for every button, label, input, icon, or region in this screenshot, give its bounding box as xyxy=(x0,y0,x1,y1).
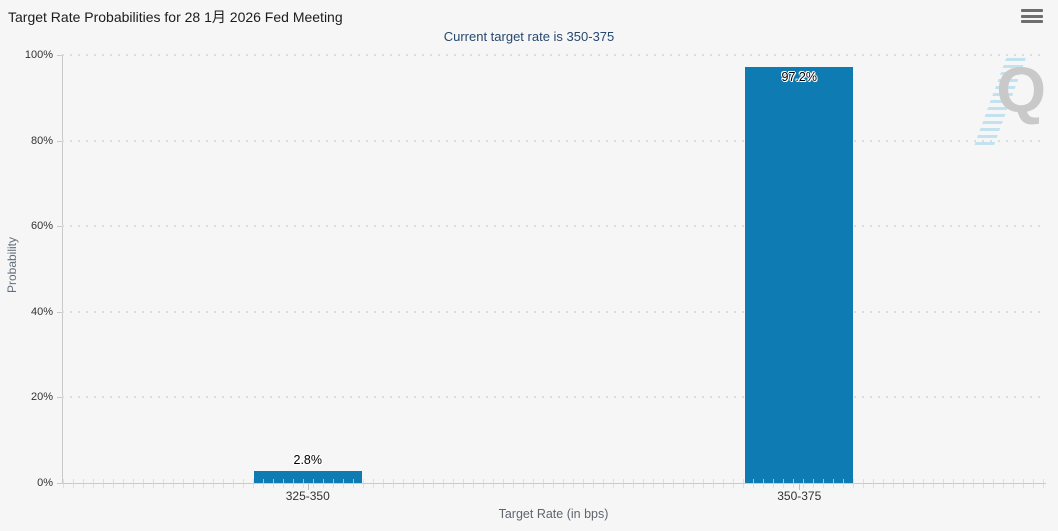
y-tick-label: 0% xyxy=(37,477,53,489)
x-category-label: 350-375 xyxy=(777,489,822,503)
bar-value-label: 97.2% xyxy=(781,70,817,84)
y-gridline xyxy=(62,396,1045,399)
y-gridline xyxy=(62,54,1045,56)
x-axis-minor-ticks xyxy=(63,479,1046,488)
bar-value-label: 2.8% xyxy=(293,453,323,467)
x-axis-title: Target Rate (in bps) xyxy=(498,507,609,521)
y-tick-label: 100% xyxy=(24,49,53,61)
y-axis-tick xyxy=(57,483,62,484)
y-gridline xyxy=(62,139,1045,142)
y-tick-label: 80% xyxy=(30,134,53,147)
y-axis-title: Probability xyxy=(5,236,19,294)
y-tick-label: 20% xyxy=(30,391,53,404)
y-axis-tick xyxy=(57,311,62,313)
y-gridline xyxy=(62,225,1045,228)
y-tick-label: 60% xyxy=(30,220,53,233)
y-axis-tick xyxy=(57,397,62,399)
hamburger-bar xyxy=(1021,20,1043,23)
y-axis-tick xyxy=(57,55,62,56)
hamburger-bar xyxy=(1021,9,1043,12)
hamburger-menu-icon[interactable] xyxy=(1021,9,1043,23)
y-gridline xyxy=(62,310,1045,313)
hamburger-bar xyxy=(1021,14,1043,18)
chart-title: Target Rate Probabilities for 28 1月 2026… xyxy=(8,9,343,25)
chart-subtitle: Current target rate is 350-375 xyxy=(443,29,615,44)
plot-area xyxy=(62,55,1046,484)
bar-350-375[interactable] xyxy=(745,67,854,483)
y-axis-tick xyxy=(57,140,62,142)
y-tick-label: 40% xyxy=(30,305,53,318)
x-category-label: 325-350 xyxy=(285,489,330,503)
y-axis-tick xyxy=(57,226,62,228)
